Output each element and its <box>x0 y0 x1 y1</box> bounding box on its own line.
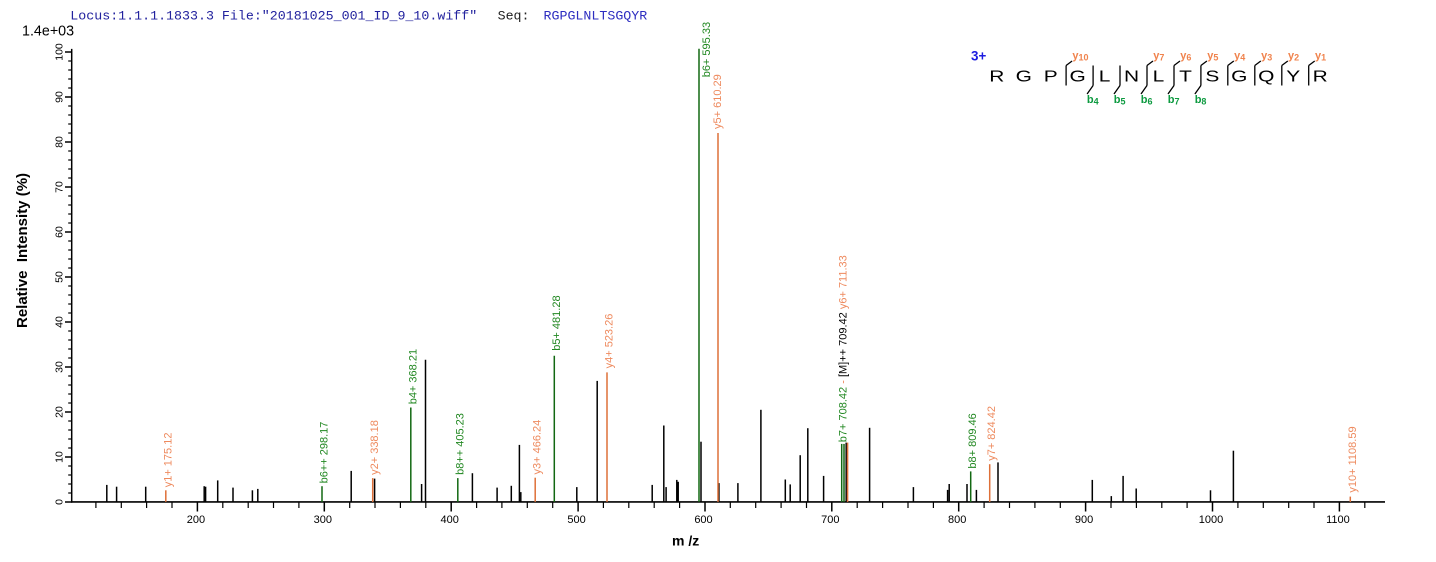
svg-text:P: P <box>1044 67 1058 85</box>
svg-text:20: 20 <box>54 406 66 418</box>
svg-text:60: 60 <box>54 226 66 238</box>
svg-text:N: N <box>1124 67 1139 85</box>
svg-text:1.4e+03: 1.4e+03 <box>22 23 74 39</box>
svg-text:G: G <box>1016 67 1032 85</box>
svg-text:S: S <box>1205 67 1219 85</box>
svg-text:10: 10 <box>54 451 66 463</box>
svg-text:m /z: m /z <box>672 532 699 548</box>
svg-text:40: 40 <box>54 316 66 328</box>
svg-text:b4: b4 <box>1087 94 1099 107</box>
svg-text:y10: y10 <box>1072 50 1088 63</box>
svg-text:y4+ 523.26: y4+ 523.26 <box>604 314 616 369</box>
svg-text:1000: 1000 <box>1199 514 1223 526</box>
svg-text:b6: b6 <box>1141 94 1153 107</box>
svg-text:y10+ 1108.59: y10+ 1108.59 <box>1347 426 1359 492</box>
svg-text:100: 100 <box>54 43 66 61</box>
svg-text:L: L <box>1153 67 1165 85</box>
svg-text:b6++ 298.17: b6++ 298.17 <box>319 422 331 484</box>
svg-text:0: 0 <box>54 499 66 505</box>
svg-text:400: 400 <box>441 514 459 526</box>
svg-text:200: 200 <box>187 514 205 526</box>
svg-text:b8: b8 <box>1195 94 1207 107</box>
svg-text:b5+ 481.28: b5+ 481.28 <box>551 295 563 350</box>
svg-text:y1+ 175.12: y1+ 175.12 <box>162 433 174 488</box>
svg-text:Y: Y <box>1286 67 1300 85</box>
svg-text:Locus:1.1.1.1833.3 File:"20181: Locus:1.1.1.1833.3 File:"20181025_001_ID… <box>70 9 477 24</box>
svg-text:Relative Intensity (%): Relative Intensity (%) <box>14 173 31 328</box>
svg-text:90: 90 <box>54 91 66 103</box>
svg-text:G: G <box>1231 67 1247 85</box>
svg-text:b4+ 368.21: b4+ 368.21 <box>407 349 419 404</box>
svg-text:b8++ 405.23: b8++ 405.23 <box>454 413 466 475</box>
svg-text:R: R <box>989 67 1004 85</box>
svg-text:y4: y4 <box>1234 50 1245 63</box>
svg-text:y3+ 466.24: y3+ 466.24 <box>532 420 544 475</box>
svg-text:y2: y2 <box>1288 50 1299 63</box>
svg-text:600: 600 <box>694 514 712 526</box>
svg-text:y1: y1 <box>1315 50 1326 63</box>
svg-text:R: R <box>1313 67 1328 85</box>
svg-text:1100: 1100 <box>1326 514 1350 526</box>
svg-text:b5: b5 <box>1114 94 1126 107</box>
svg-text:b6+ 595.33: b6+ 595.33 <box>701 22 713 77</box>
svg-text:500: 500 <box>567 514 585 526</box>
svg-text:700: 700 <box>821 514 839 526</box>
svg-text:y7+ 824.42: y7+ 824.42 <box>986 406 998 461</box>
svg-text:y5: y5 <box>1207 50 1218 63</box>
svg-text:y3: y3 <box>1261 50 1272 63</box>
svg-text:900: 900 <box>1075 514 1093 526</box>
svg-text:b7+ 708.42 - [M]++ 709.42 y6+: b7+ 708.42 - [M]++ 709.42 y6+ 711.33 <box>837 255 849 442</box>
svg-text:Q: Q <box>1258 67 1274 85</box>
svg-text:Seq:: Seq: <box>498 9 530 24</box>
svg-text:b7: b7 <box>1168 94 1180 107</box>
svg-text:b8+ 809.46: b8+ 809.46 <box>967 413 979 468</box>
svg-text:RGPGLNLTSGQYR: RGPGLNLTSGQYR <box>544 9 648 24</box>
svg-text:y7: y7 <box>1153 50 1164 63</box>
svg-text:G: G <box>1069 67 1085 85</box>
svg-text:3+: 3+ <box>971 49 986 64</box>
svg-text:30: 30 <box>54 361 66 373</box>
svg-text:y5+ 610.29: y5+ 610.29 <box>712 74 724 129</box>
svg-text:y6: y6 <box>1180 50 1191 63</box>
svg-text:300: 300 <box>314 514 332 526</box>
svg-text:80: 80 <box>54 136 66 148</box>
svg-text:y2+ 338.18: y2+ 338.18 <box>369 420 381 475</box>
svg-text:T: T <box>1179 67 1192 85</box>
svg-text:L: L <box>1099 67 1111 85</box>
svg-text:800: 800 <box>948 514 966 526</box>
svg-text:70: 70 <box>54 181 66 193</box>
svg-text:50: 50 <box>54 271 66 283</box>
